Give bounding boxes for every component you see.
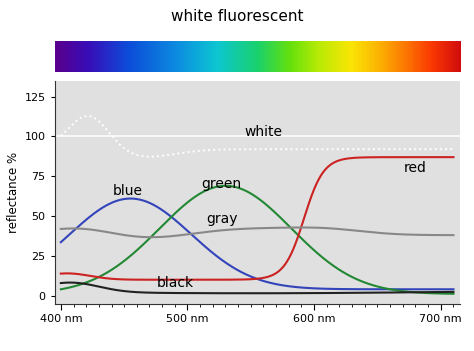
Text: green: green	[201, 177, 242, 191]
Text: white fluorescent: white fluorescent	[171, 9, 303, 24]
Y-axis label: reflectance %: reflectance %	[7, 152, 20, 233]
Text: gray: gray	[206, 212, 237, 226]
Text: red: red	[404, 161, 427, 175]
Text: black: black	[156, 276, 193, 290]
Text: white: white	[245, 125, 283, 139]
Text: blue: blue	[113, 184, 143, 198]
